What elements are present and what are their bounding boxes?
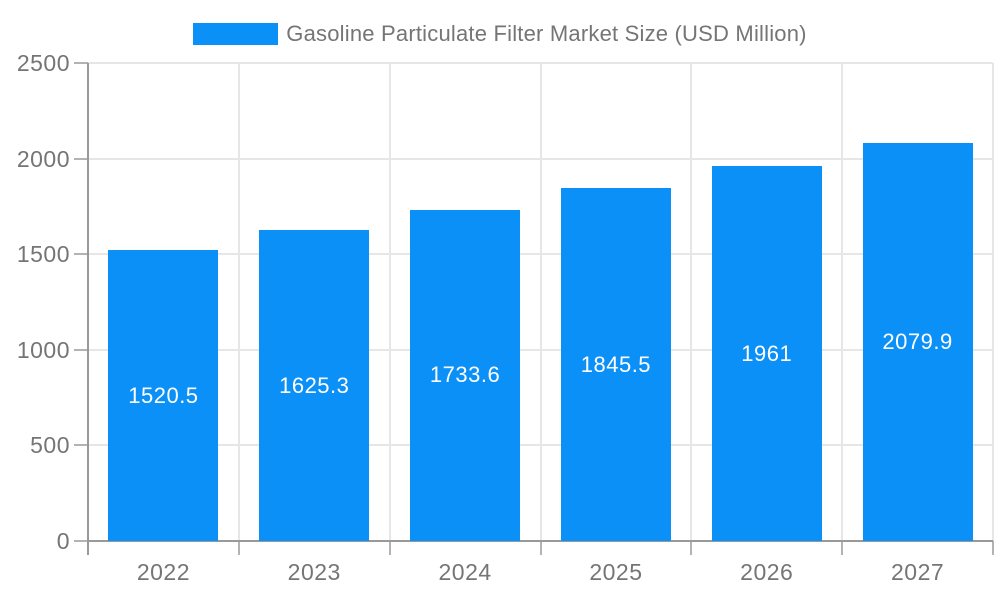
bar-2025[interactable] <box>560 188 671 541</box>
x-axis-label-2026: 2026 <box>740 559 794 585</box>
gridline-vertical <box>992 63 994 541</box>
bar-value-label: 1961 <box>741 340 793 366</box>
legend[interactable]: Gasoline Particulate Filter Market Size … <box>0 21 1000 47</box>
x-axis-line <box>88 540 993 542</box>
y-axis-tick <box>74 157 88 160</box>
x-axis-tick <box>237 541 240 555</box>
bar-2027[interactable] <box>862 143 973 541</box>
gridline-vertical <box>841 63 844 541</box>
x-axis-tick <box>992 541 994 555</box>
bar-2026[interactable] <box>711 166 822 541</box>
x-axis-tick <box>388 541 391 555</box>
x-axis-tick <box>539 541 542 555</box>
x-axis-label-2025: 2025 <box>589 559 643 585</box>
y-axis-tick <box>74 444 88 447</box>
gridline-vertical <box>539 63 542 541</box>
bar-value-label: 1625.3 <box>279 372 350 398</box>
x-axis-label-2022: 2022 <box>136 559 190 585</box>
x-axis-label-2024: 2024 <box>438 559 492 585</box>
legend-label: Gasoline Particulate Filter Market Size … <box>286 21 807 46</box>
y-axis-tick <box>74 253 88 256</box>
bar-2022[interactable] <box>108 250 219 541</box>
gridline-vertical <box>388 63 391 541</box>
x-axis-label-2027: 2027 <box>890 559 945 585</box>
legend-swatch <box>193 23 279 45</box>
gridline-vertical <box>690 63 693 541</box>
gridline-vertical <box>237 63 240 541</box>
y-axis-tick-label: 2500 <box>16 50 70 76</box>
bar-value-label: 1733.6 <box>429 362 501 388</box>
y-axis-tick-label: 2000 <box>16 145 70 172</box>
bar-value-label: 1520.5 <box>128 382 199 408</box>
y-axis-tick-label: 1000 <box>16 336 70 363</box>
bar-2023[interactable] <box>259 230 370 541</box>
x-axis-label-2023: 2023 <box>287 559 341 585</box>
y-axis-tick-label: 500 <box>30 432 70 459</box>
bar-value-label: 1845.5 <box>580 351 652 377</box>
y-axis-tick <box>74 540 88 542</box>
y-axis-line <box>87 63 89 555</box>
bar-2024[interactable] <box>410 209 521 541</box>
y-axis-tick-label: 1500 <box>16 241 70 268</box>
bar-value-label: 2079.9 <box>882 329 953 355</box>
y-axis-tick <box>74 62 88 64</box>
y-axis-tick <box>74 348 88 351</box>
x-axis-tick <box>690 541 693 555</box>
x-axis-tick <box>841 541 844 555</box>
y-axis-tick-label: 0 <box>56 528 70 554</box>
